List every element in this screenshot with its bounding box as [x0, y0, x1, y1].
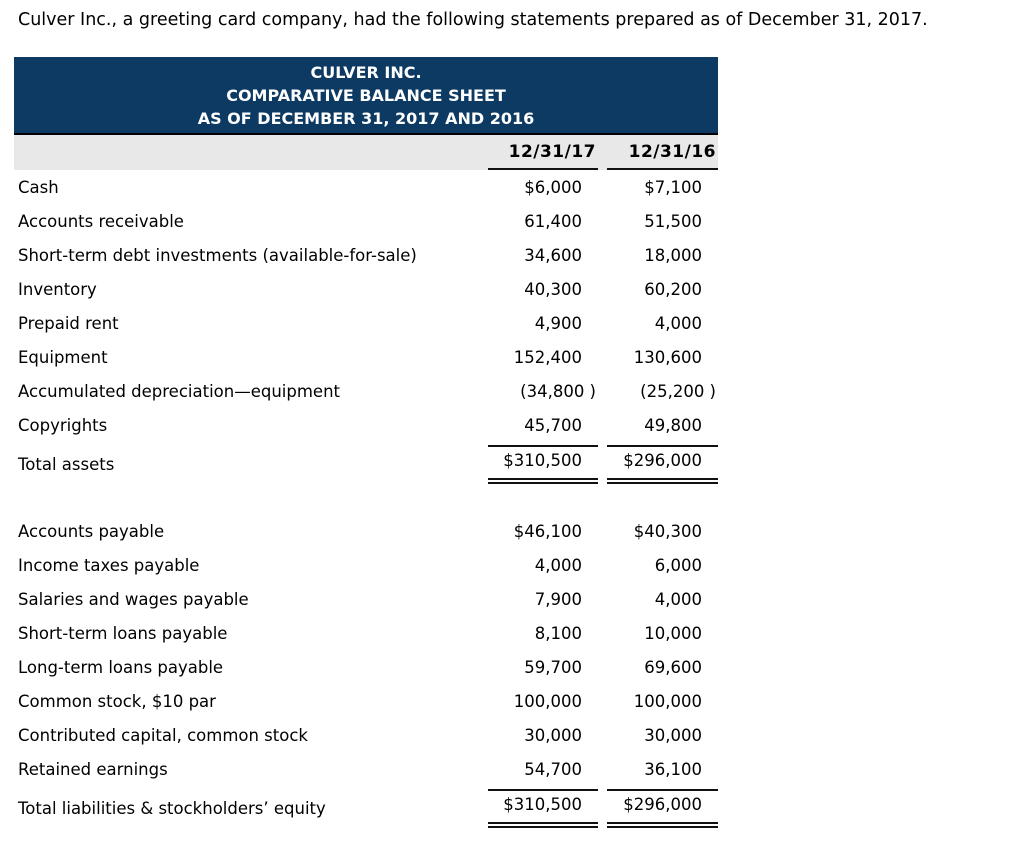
row-value: 49,800 [644, 415, 702, 435]
statement-header: CULVER INC. COMPARATIVE BALANCE SHEET AS… [14, 57, 718, 135]
row-value: 59,700 [524, 657, 582, 677]
row-value: $296,000 [607, 789, 718, 828]
row-value: $310,500 [488, 789, 598, 828]
row-value: 4,000 [654, 589, 702, 609]
total-row: Total liabilities & stockholders’ equity… [14, 789, 718, 828]
table-row: Salaries and wages payable 7,900 4,000 [14, 582, 718, 616]
statement-date-line: AS OF DECEMBER 31, 2017 AND 2016 [197, 109, 535, 128]
table-row: Accounts payable $46,100 $40,300 [14, 514, 718, 548]
column-header-spacer [14, 135, 488, 170]
row-value: 6,000 [654, 555, 702, 575]
table-row: Retained earnings 54,700 36,100 [14, 752, 718, 786]
row-value: (25,200 ) [640, 381, 716, 401]
row-label: Total liabilities & stockholders’ equity [18, 799, 326, 818]
row-label: Retained earnings [18, 759, 168, 779]
intro-text: Culver Inc., a greeting card company, ha… [18, 10, 928, 30]
row-label: Common stock, $10 par [18, 691, 216, 711]
row-value: 100,000 [513, 691, 582, 711]
table-row: Cash $6,000 $7,100 [14, 170, 718, 204]
row-label: Inventory [18, 279, 97, 299]
row-value: $40,300 [633, 521, 702, 541]
row-value: $46,100 [513, 521, 582, 541]
row-label: Salaries and wages payable [18, 589, 249, 609]
row-value: 40,300 [524, 279, 582, 299]
table-row: Short-term debt investments (available-f… [14, 238, 718, 272]
row-label: Cash [18, 177, 59, 197]
row-label: Equipment [18, 347, 108, 367]
table-row: Prepaid rent 4,900 4,000 [14, 306, 718, 340]
row-value: 4,000 [534, 555, 582, 575]
table-row: Inventory 40,300 60,200 [14, 272, 718, 306]
row-value: 152,400 [513, 347, 582, 367]
row-value: $7,100 [644, 177, 702, 197]
row-label: Long-term loans payable [18, 657, 224, 677]
row-value: 51,500 [644, 211, 702, 231]
table-row: Short-term loans payable 8,100 10,000 [14, 616, 718, 650]
table-row: Copyrights 45,700 49,800 [14, 408, 718, 442]
total-row: Total assets $310,500 $296,000 [14, 445, 718, 484]
row-value: 130,600 [633, 347, 702, 367]
row-value: 34,600 [524, 245, 582, 265]
row-label: Total assets [18, 455, 115, 474]
row-label: Contributed capital, common stock [18, 725, 308, 745]
table-row: Income taxes payable 4,000 6,000 [14, 548, 718, 582]
row-value: 30,000 [644, 725, 702, 745]
section-gap [14, 484, 718, 514]
row-value: 18,000 [644, 245, 702, 265]
row-value: 61,400 [524, 211, 582, 231]
table-row: Accounts receivable 61,400 51,500 [14, 204, 718, 238]
column-header-2017: 12/31/17 [488, 135, 598, 170]
row-value: 60,200 [644, 279, 702, 299]
table-row: Common stock, $10 par 100,000 100,000 [14, 684, 718, 718]
row-value: (34,800 ) [520, 381, 596, 401]
table-body: Cash $6,000 $7,100 Accounts receivable 61,40… [14, 170, 718, 828]
row-value: 4,000 [654, 313, 702, 333]
row-value: 10,000 [644, 623, 702, 643]
row-value: 36,100 [644, 759, 702, 779]
comparative-balance-sheet: CULVER INC. COMPARATIVE BALANCE SHEET AS… [14, 57, 718, 828]
table-row: Accumulated depreciation—equipment (34,80… [14, 374, 718, 408]
company-name: CULVER INC. [310, 63, 422, 82]
row-label: Short-term debt investments (available-f… [18, 245, 417, 265]
row-label: Prepaid rent [18, 313, 119, 333]
table-row: Contributed capital, common stock 30,000 3… [14, 718, 718, 752]
column-header-row: 12/31/17 12/31/16 [14, 135, 718, 170]
table-row: Equipment 152,400 130,600 [14, 340, 718, 374]
row-value: 8,100 [534, 623, 582, 643]
row-value: 45,700 [524, 415, 582, 435]
row-label: Copyrights [18, 415, 108, 435]
row-value: 69,600 [644, 657, 702, 677]
row-value: 100,000 [633, 691, 702, 711]
row-value: 7,900 [534, 589, 582, 609]
row-value: 54,700 [524, 759, 582, 779]
statement-title: COMPARATIVE BALANCE SHEET [226, 86, 506, 105]
row-value: $296,000 [607, 445, 718, 484]
column-header-2016: 12/31/16 [607, 135, 718, 170]
row-value: 4,900 [534, 313, 582, 333]
row-value: 30,000 [524, 725, 582, 745]
row-label: Income taxes payable [18, 555, 200, 575]
row-label: Accumulated depreciation—equipment [18, 381, 340, 401]
row-label: Accounts payable [18, 521, 165, 541]
row-value: $310,500 [488, 445, 598, 484]
row-label: Short-term loans payable [18, 623, 228, 643]
row-value: $6,000 [524, 177, 582, 197]
table-row: Long-term loans payable 59,700 69,600 [14, 650, 718, 684]
row-label: Accounts receivable [18, 211, 184, 231]
